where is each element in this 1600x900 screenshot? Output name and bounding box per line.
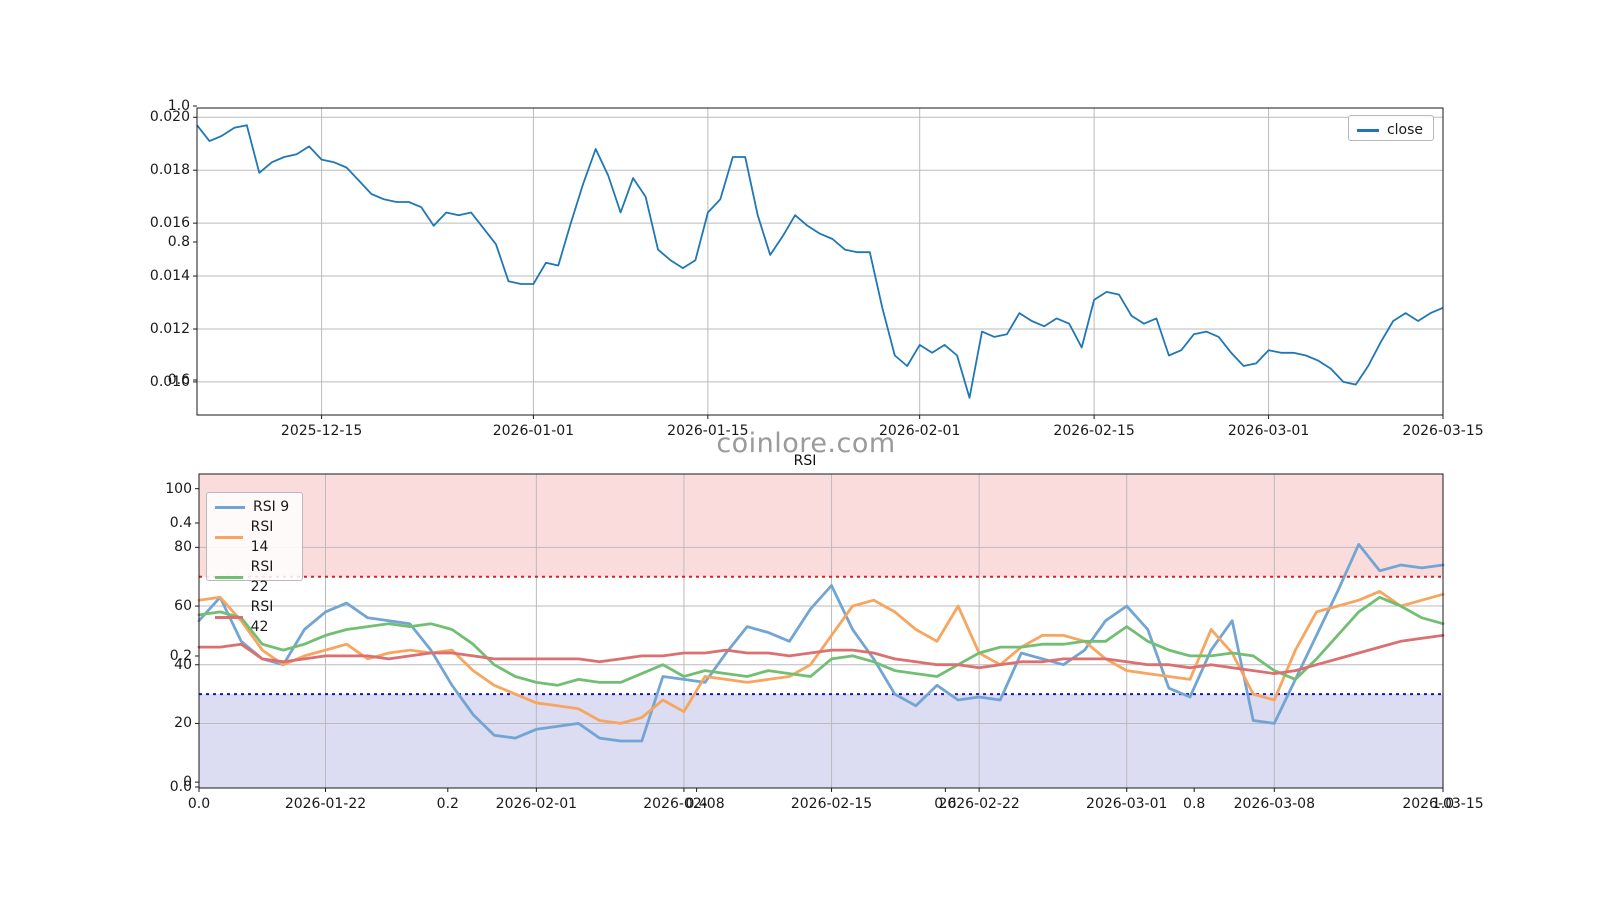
axis-tick-label: 2026-02-08	[643, 796, 725, 812]
legend-entry-rsi14: RSI 14	[215, 517, 292, 557]
axis-tick-label: 2025-12-15	[280, 423, 363, 439]
price-chart-plot	[193, 105, 1444, 419]
rsi9-line-sample	[215, 505, 245, 509]
axis-tick-label: 80	[174, 539, 192, 556]
legend-label-rsi22: RSI 22	[250, 559, 274, 595]
legend-entry-rsi22: RSI 22	[215, 557, 292, 597]
axis-tick-label: 2026-01-22	[284, 796, 367, 812]
axis-tick-label: 0.8	[167, 234, 190, 250]
rsi14-line-sample	[215, 535, 243, 539]
axis-tick-label: 0.020	[149, 109, 190, 126]
axis-tick-label: 0.4	[169, 515, 192, 531]
legend-label-rsi9: RSI 9	[253, 499, 290, 515]
legend-entry-close: close	[1357, 120, 1423, 140]
axis-tick-label: 0.0	[169, 779, 192, 795]
legend-entry-rsi9: RSI 9	[215, 497, 292, 517]
axis-tick-label: 20	[174, 715, 192, 732]
legend-label-rsi42: RSI 42	[250, 599, 274, 635]
axis-tick-label: 0.2	[436, 796, 459, 812]
axis-tick-label: 1.0	[1431, 796, 1455, 812]
axis-tick-label: 0.6	[167, 372, 190, 388]
axis-tick-label: 0.016	[149, 215, 190, 232]
axis-tick-label: 0.0	[187, 796, 211, 812]
close-line-sample	[1357, 128, 1379, 132]
axis-tick-label: 0.2	[169, 648, 192, 664]
axis-tick-label: 2026-03-15	[1402, 423, 1484, 439]
rsi22-line-sample	[215, 575, 243, 579]
axis-tick-label: 100	[165, 480, 192, 497]
axis-tick-label: 0.8	[1183, 796, 1206, 812]
axis-tick-label: 2026-03-15	[1402, 796, 1484, 812]
axis-tick-label: 0.010	[149, 373, 190, 390]
rsi-legend: RSI 9 RSI 14 RSI 22 RSI 42	[206, 492, 303, 635]
axis-tick-label: 2026-02-01	[878, 423, 961, 439]
legend-label-close: close	[1386, 122, 1423, 138]
rsi42-line-sample	[215, 615, 243, 619]
axis-tick-label: 2026-01-15	[667, 423, 749, 439]
axis-tick-label: 0	[183, 774, 192, 791]
legend-label-rsi14: RSI 14	[250, 519, 274, 555]
axis-tick-label: 2026-03-08	[1233, 796, 1315, 812]
watermark: coinlore.com	[716, 428, 896, 459]
rsi-chart-plot	[195, 473, 1445, 792]
axis-tick-label: 40	[174, 656, 192, 673]
axis-tick-label: 0.4	[685, 796, 708, 812]
axis-tick-label: 0.6	[934, 796, 957, 812]
axis-tick-label: 0.014	[149, 268, 190, 285]
axis-tick-label: 0.012	[149, 320, 190, 337]
rsi-panel-title: RSI	[793, 453, 817, 469]
axis-tick-label: 2026-02-01	[495, 796, 578, 812]
axis-tick-label: 60	[174, 598, 192, 615]
axis-tick-label: 0.018	[149, 162, 190, 179]
axis-tick-label: 2026-02-15	[1053, 423, 1135, 439]
price-legend: close	[1348, 115, 1434, 141]
legend-entry-rsi42: RSI 42	[215, 597, 292, 637]
axis-tick-label: 2026-03-01	[1227, 423, 1310, 439]
axis-tick-label: 2026-02-15	[790, 796, 873, 812]
axis-tick-label: 2026-03-01	[1086, 796, 1168, 812]
axis-tick-label: 2026-01-01	[492, 423, 575, 439]
axis-tick-label: 1.0	[167, 98, 190, 114]
axis-tick-label: 2026-02-22	[938, 796, 1020, 812]
